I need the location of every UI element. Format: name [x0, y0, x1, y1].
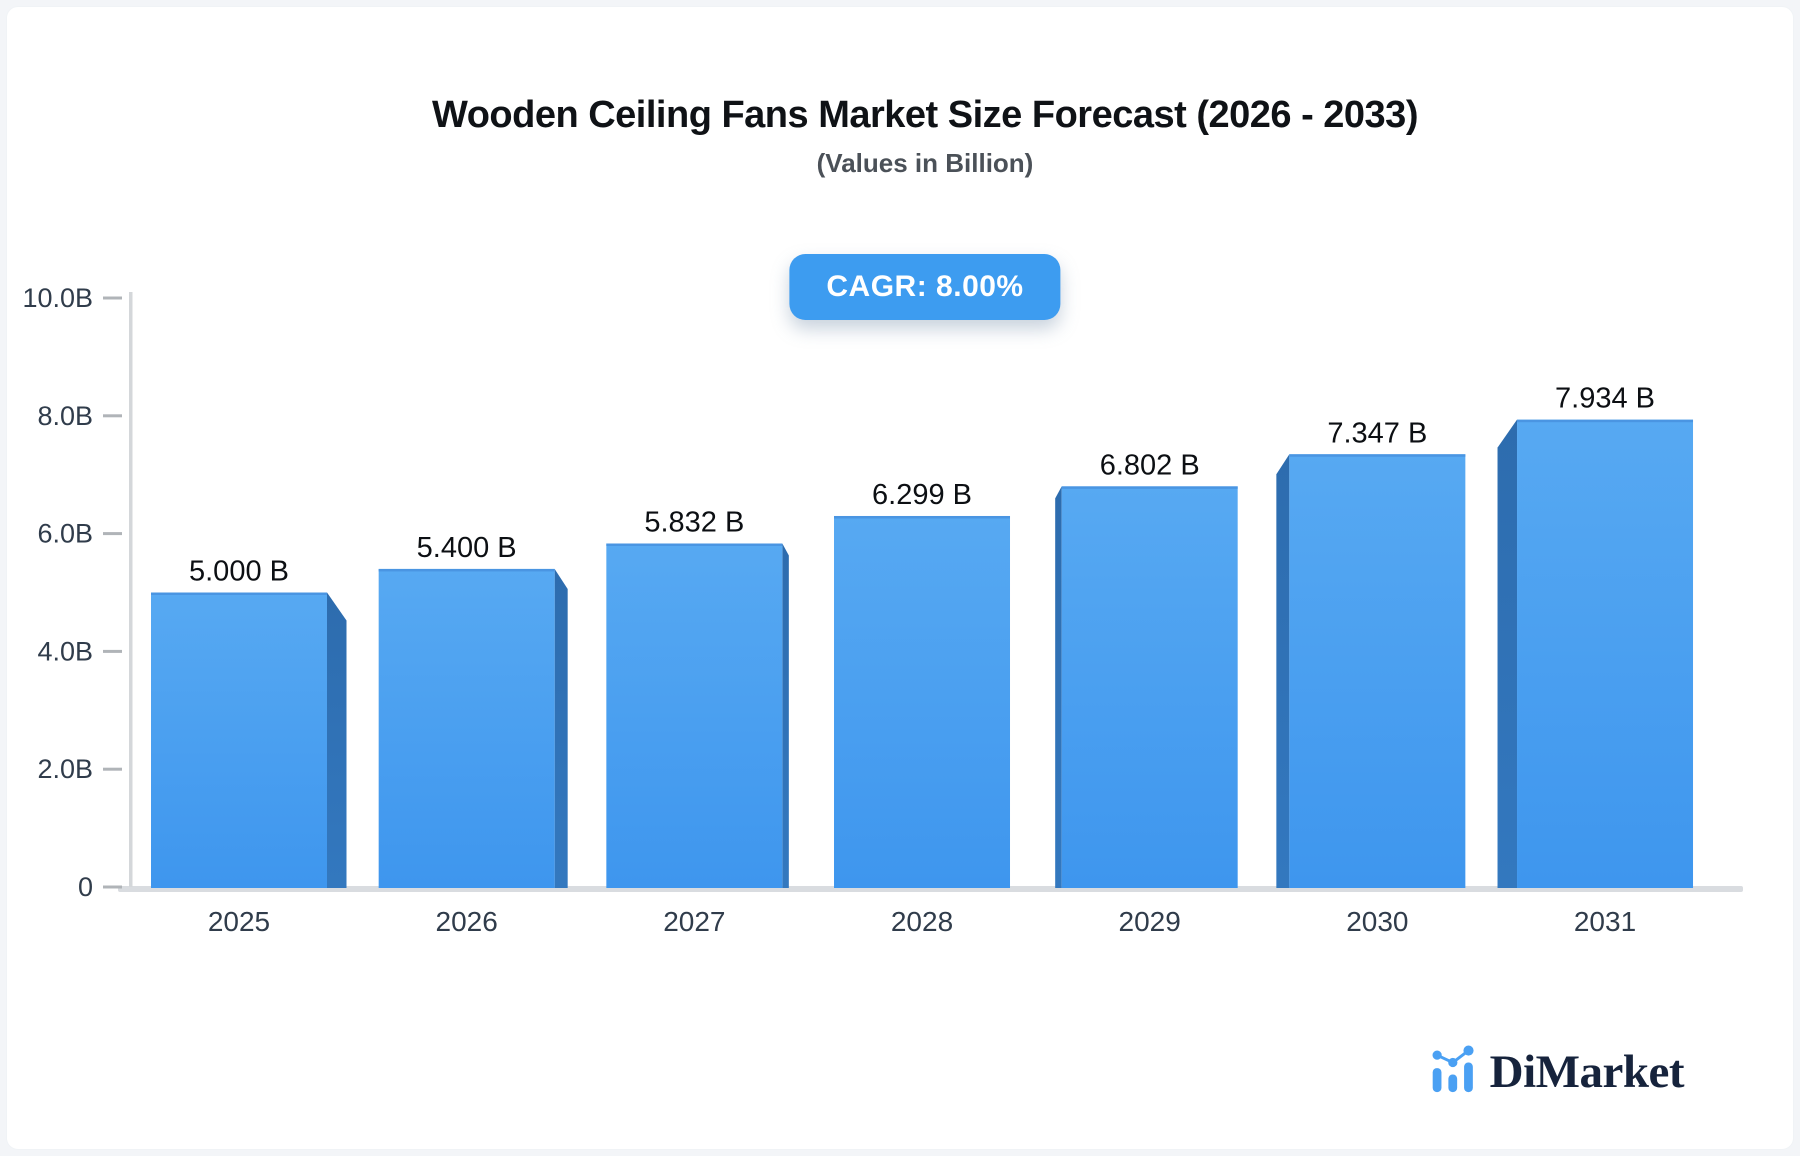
bar-value-label: 7.347 B	[1327, 417, 1427, 449]
y-tick-mark	[103, 296, 122, 300]
bar	[378, 568, 555, 888]
y-tick-mark	[103, 414, 122, 418]
bar-top-edge	[151, 592, 327, 595]
y-axis-tick-label: 6.0B	[37, 519, 93, 549]
mini-bar-chart-icon	[1432, 1045, 1474, 1093]
cagr-badge: CAGR: 8.00%	[789, 254, 1061, 320]
y-axis-tick-label: 4.0B	[37, 636, 93, 666]
x-axis-label: 2030	[1346, 906, 1408, 937]
bar	[606, 543, 783, 888]
x-axis-label: 2026	[436, 906, 498, 937]
bar-value-label: 5.832 B	[644, 506, 744, 538]
x-axis-label: 2025	[208, 906, 270, 937]
y-tick-mark	[103, 532, 122, 536]
bar-side-face	[1497, 419, 1518, 888]
bar-top-edge	[1517, 419, 1694, 423]
bar-top-edge	[606, 543, 783, 546]
page-title: Wooden Ceiling Fans Market Size Forecast…	[432, 94, 1418, 136]
y-axis-tick-label: 2.0B	[37, 754, 93, 784]
y-axis-tick-label: 10.0B	[22, 283, 93, 313]
x-axis-label: 2028	[891, 906, 953, 937]
bar-top-edge	[1289, 454, 1466, 457]
x-axis-label: 2031	[1574, 906, 1636, 937]
bar-side-face	[1055, 486, 1062, 888]
x-axis-label: 2029	[1119, 906, 1181, 937]
bar-value-label: 5.000 B	[189, 556, 289, 588]
y-tick-mark	[103, 885, 122, 889]
bar	[1289, 454, 1466, 888]
bar-side-face	[1276, 454, 1290, 888]
y-tick-mark	[103, 649, 122, 653]
bar-side-face	[554, 568, 568, 888]
y-axis-line	[129, 292, 133, 887]
bar-side-face	[782, 543, 789, 888]
bar	[151, 592, 327, 888]
bar-top-edge	[834, 515, 1011, 519]
bar	[834, 515, 1011, 888]
bar-top-edge	[1061, 486, 1238, 489]
bar	[1061, 486, 1238, 888]
bar-side-face	[327, 592, 347, 888]
y-axis-tick-label: 8.0B	[37, 401, 93, 431]
bar-value-label: 6.299 B	[872, 479, 972, 511]
logo-wordmark: DiMarket	[1489, 1046, 1685, 1098]
bar-value-label: 6.802 B	[1100, 449, 1200, 481]
y-tick-mark	[103, 767, 122, 771]
bar-top-edge	[378, 568, 555, 572]
bar	[1517, 419, 1694, 888]
bar-value-label: 7.934 B	[1555, 383, 1655, 415]
dimarket-logo: DiMarket	[1429, 1042, 1685, 1098]
bar-value-label: 5.400 B	[417, 532, 517, 564]
chart-subtitle: (Values in Billion)	[816, 148, 1034, 178]
x-axis-label: 2027	[663, 906, 725, 937]
y-axis-tick-label: 0	[78, 872, 93, 902]
